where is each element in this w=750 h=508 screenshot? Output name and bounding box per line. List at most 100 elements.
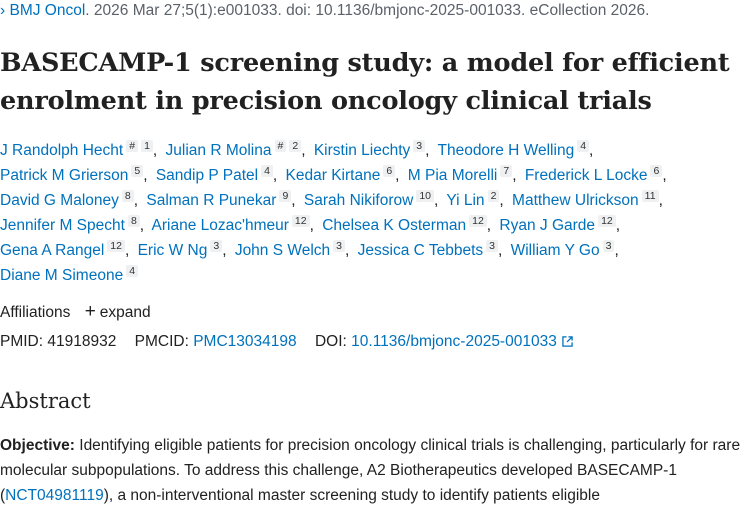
- affiliation-number[interactable]: 12: [107, 239, 125, 252]
- author-item: Patrick M Grierson 5: [0, 164, 144, 184]
- affiliations-label: Affiliations: [0, 304, 71, 321]
- affiliation-number[interactable]: 1: [141, 139, 153, 152]
- author-separator: ,: [309, 217, 314, 234]
- affiliation-number[interactable]: 12: [291, 214, 310, 227]
- author-separator: ,: [499, 192, 504, 209]
- author-name-link[interactable]: David G Maloney: [0, 192, 119, 209]
- expand-label: expand: [99, 304, 151, 321]
- author-name-link[interactable]: Jessica C Tebbets: [357, 242, 484, 259]
- doi-label: DOI:: [314, 333, 347, 350]
- citation-details: . 2026 Mar 27;5(1):e001033. doi: 10.1136…: [85, 2, 650, 19]
- author-name-link[interactable]: J Randolph Hecht: [0, 142, 124, 159]
- affiliation-number[interactable]: 2: [487, 189, 500, 202]
- affiliation-number[interactable]: 7: [500, 164, 513, 177]
- author-name-link[interactable]: Chelsea K Osterman: [322, 217, 467, 234]
- author-separator: ,: [139, 217, 145, 234]
- affiliation-number[interactable]: 9: [279, 189, 292, 202]
- affiliation-number[interactable]: 3: [602, 239, 615, 252]
- affiliation-number[interactable]: 11: [641, 189, 659, 202]
- affiliation-number[interactable]: 4: [261, 164, 273, 177]
- author-item: Eric W Ng 3: [137, 239, 223, 259]
- affiliation-number[interactable]: 8: [127, 214, 140, 227]
- affiliation-number[interactable]: 3: [210, 239, 223, 252]
- author-name-link[interactable]: Kedar Kirtane: [285, 167, 381, 184]
- abstract-heading: Abstract: [0, 389, 91, 413]
- affiliation-number[interactable]: 12: [598, 214, 616, 227]
- trial-link[interactable]: NCT04981119: [5, 487, 104, 504]
- affiliation-number[interactable]: 4: [577, 139, 590, 152]
- author-name-link[interactable]: Ryan J Garde: [499, 217, 596, 234]
- author-name-link[interactable]: John S Welch: [234, 242, 331, 259]
- author-name-link[interactable]: Diane M Simeone: [0, 267, 124, 284]
- author-item: Salman R Punekar 9: [146, 189, 292, 209]
- author-separator: ,: [345, 242, 350, 259]
- plus-icon: +: [84, 301, 96, 322]
- author-item: David G Maloney 8: [0, 189, 134, 209]
- author-name-link[interactable]: M Pia Morelli: [407, 167, 498, 184]
- author-name-link[interactable]: Theodore H Welling: [437, 142, 575, 159]
- author-name-link[interactable]: Salman R Punekar: [146, 192, 277, 209]
- equal-contribution-mark[interactable]: #: [274, 139, 287, 152]
- author-name-link[interactable]: Gena A Rangel: [0, 242, 105, 259]
- affiliation-number[interactable]: 3: [486, 239, 498, 252]
- pmcid-label: PMCID:: [134, 333, 189, 350]
- affiliations-expand-button[interactable]: + expand: [84, 301, 151, 322]
- author-item: Diane M Simeone 4: [0, 264, 139, 284]
- author-separator: ,: [497, 242, 503, 259]
- author-name-link[interactable]: Eric W Ng: [137, 242, 208, 259]
- author-item: Jessica C Tebbets 3: [357, 239, 498, 259]
- author-separator: ,: [222, 242, 227, 259]
- author-name-link[interactable]: Sarah Nikiforow: [303, 192, 414, 209]
- author-item: Yi Lin 2: [446, 189, 500, 209]
- author-item: William Y Go 3: [510, 239, 615, 259]
- affiliation-number[interactable]: 3: [333, 239, 346, 252]
- author-name-link[interactable]: Ariane Lozac'hmeur: [151, 217, 289, 234]
- doi-link[interactable]: 10.1136/bmjonc-2025-001033: [351, 333, 573, 350]
- author-name-link[interactable]: Sandip P Patel: [155, 167, 259, 184]
- affiliation-number[interactable]: 8: [121, 189, 134, 202]
- author-name-link[interactable]: Julian R Molina: [165, 142, 272, 159]
- pmid-value: 41918932: [47, 333, 117, 350]
- author-item: Julian R Molina #2: [165, 139, 302, 159]
- author-name-link[interactable]: Kirstin Liechty: [313, 142, 411, 159]
- affiliation-number[interactable]: 5: [131, 164, 144, 177]
- abstract-objective: Objective: Identifying eligible patients…: [0, 437, 741, 504]
- author-separator: ,: [662, 167, 667, 184]
- author-list: J Randolph Hecht #1, Julian R Molina #2, K…: [0, 138, 748, 288]
- author-item: Kedar Kirtane 6: [285, 164, 396, 184]
- author-separator: ,: [152, 142, 158, 159]
- author-name-link[interactable]: Patrick M Grierson: [0, 167, 129, 184]
- author-separator: ,: [272, 167, 278, 184]
- author-item: J Randolph Hecht #1: [0, 139, 153, 159]
- journal-link[interactable]: › BMJ Oncol: [0, 2, 86, 19]
- chevron-right-icon: ›: [0, 2, 6, 19]
- pmcid-link[interactable]: PMC13034198: [193, 333, 297, 350]
- affiliation-number[interactable]: 4: [126, 264, 139, 277]
- external-link-icon: [562, 336, 573, 347]
- author-name-link[interactable]: Frederick L Locke: [524, 167, 648, 184]
- author-item: Gena A Rangel 12: [0, 239, 125, 259]
- affiliation-number[interactable]: 2: [289, 139, 302, 152]
- author-name-link[interactable]: Jennifer M Specht: [0, 217, 125, 234]
- affiliation-number[interactable]: 6: [383, 164, 396, 177]
- author-name-link[interactable]: William Y Go: [510, 242, 600, 259]
- author-name-link[interactable]: Matthew Ulrickson: [512, 192, 639, 209]
- author-name-link[interactable]: Yi Lin: [446, 192, 485, 209]
- affiliation-number[interactable]: 10: [416, 189, 435, 202]
- author-item: Frederick L Locke 6: [524, 164, 663, 184]
- identifiers-row: PMID: 41918932 PMCID: PMC13034198 DOI: 1…: [0, 333, 573, 351]
- objective-label: Objective:: [0, 437, 75, 454]
- equal-contribution-mark[interactable]: #: [126, 139, 139, 152]
- author-separator: ,: [434, 192, 439, 209]
- author-separator: ,: [658, 192, 663, 209]
- author-separator: ,: [133, 192, 139, 209]
- affiliation-number[interactable]: 6: [650, 164, 663, 177]
- affiliations-row: Affiliations + expand: [0, 301, 151, 322]
- author-item: Sarah Nikiforow 10: [303, 189, 435, 209]
- affiliation-number[interactable]: 12: [469, 214, 487, 227]
- author-separator: ,: [124, 242, 130, 259]
- author-separator: ,: [486, 217, 492, 234]
- author-separator: ,: [291, 192, 296, 209]
- affiliation-number[interactable]: 3: [413, 139, 426, 152]
- author-separator: ,: [589, 142, 594, 159]
